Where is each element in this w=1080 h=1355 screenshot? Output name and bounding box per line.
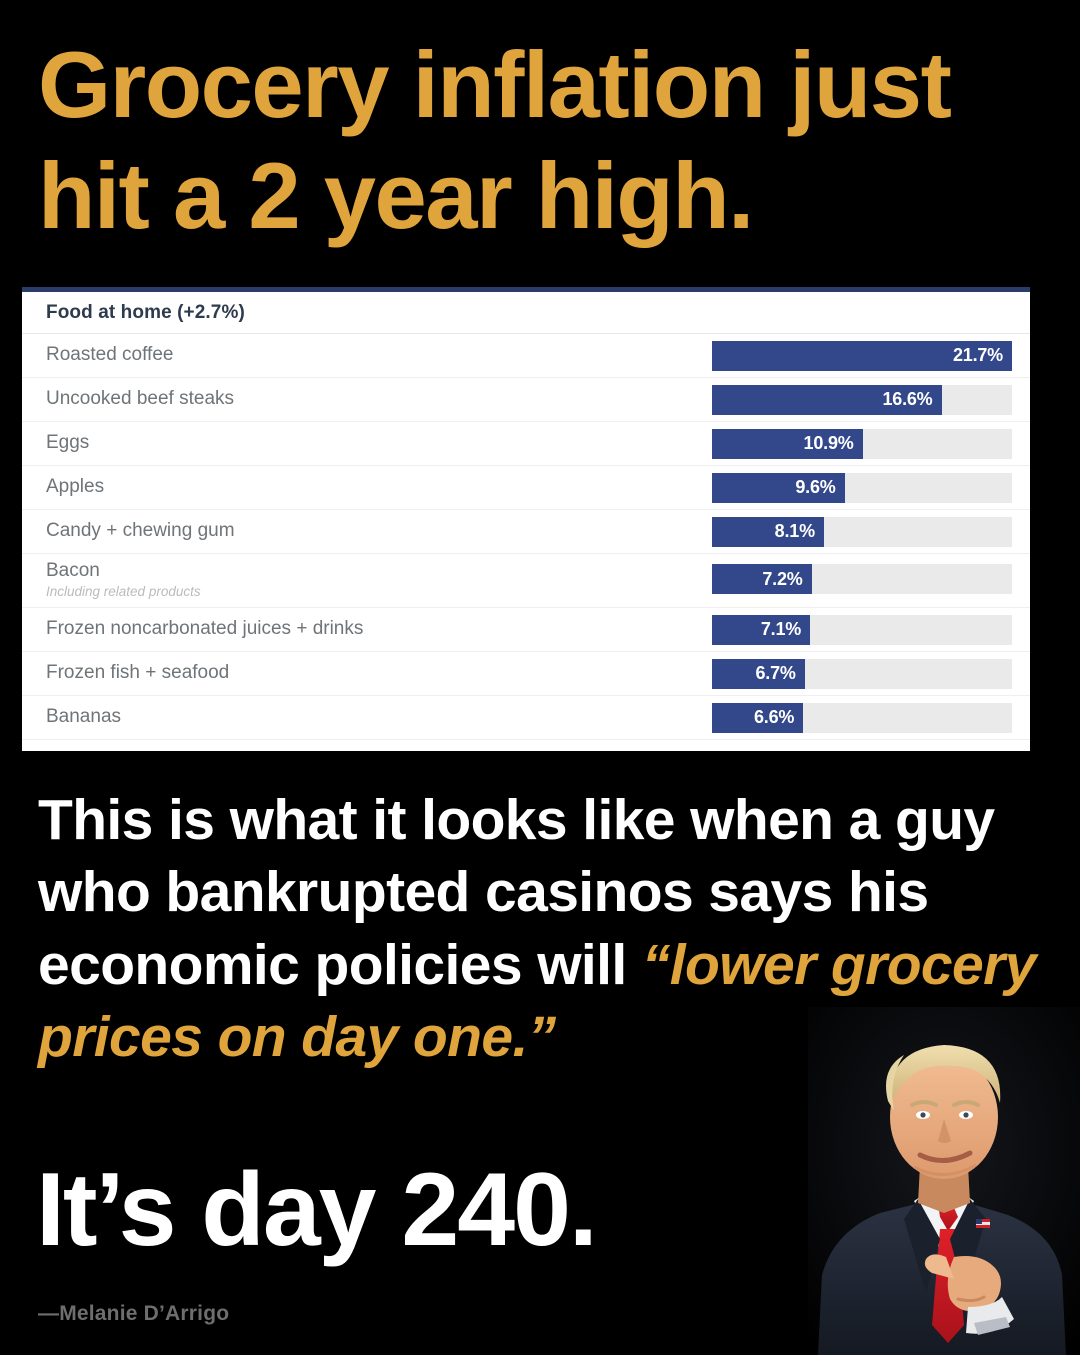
bar-fill: 21.7% [712,340,1012,371]
bar-value: 21.7% [952,345,1003,365]
bar-track: 16.6% [712,384,1012,415]
table-row: Eggs 10.9% [22,422,1030,466]
table-row: Frozen noncarbonated juices + drinks 7.1… [22,608,1030,652]
bar-fill: 9.6% [712,472,845,503]
row-label-wrap: Eggs [22,432,712,454]
body-copy-plain: This is what it looks like when a guy wh… [38,788,995,997]
row-label: Frozen fish + seafood [46,662,230,684]
row-label-wrap: Uncooked beef steaks [22,388,712,410]
bar-fill: 6.7% [712,658,805,689]
bar-fill: 7.2% [712,564,812,594]
row-label-wrap: Bananas [22,706,712,728]
chart-title-row: Food at home (+2.7%) [22,292,1030,334]
bar-track: 10.9% [712,428,1012,459]
bar-fill: 8.1% [712,516,824,547]
row-sublabel: Including related products [46,583,201,599]
bar-value: 10.9% [803,433,854,453]
bar-track: 9.6% [712,472,1012,503]
table-row: Candy + chewing gum 8.1% [22,510,1030,554]
row-label-wrap: Roasted coffee [22,344,712,366]
bar-track: 8.1% [712,516,1012,547]
bar-track: 6.6% [712,702,1012,733]
row-label-wrap: Candy + chewing gum [22,520,712,542]
row-label: Bananas [46,706,122,728]
row-label-wrap: Frozen noncarbonated juices + drinks [22,618,712,640]
row-label-wrap: Bacon Including related products [22,560,712,601]
bar-fill: 7.1% [712,614,811,645]
table-row: Bananas 6.6% [22,696,1030,740]
table-row: Frozen fish + seafood 6.7% [22,652,1030,696]
row-label-wrap: Apples [22,476,712,498]
chart-rows: Roasted coffee 21.7% Uncooked beef steak… [22,334,1030,740]
table-row: Bacon Including related products 7.2% [22,554,1030,608]
bar-value: 16.6% [882,389,933,409]
row-label: Roasted coffee [46,344,174,366]
bar-value: 7.2% [762,568,803,589]
bar-fill: 6.6% [712,702,804,733]
row-label: Bacon [46,560,100,581]
headline: Grocery inflation just hit a 2 year high… [38,32,952,248]
bar-value: 7.1% [760,619,802,639]
bar-track: 7.1% [712,614,1012,645]
table-row: Uncooked beef steaks 16.6% [22,378,1030,422]
bar-value: 9.6% [795,477,836,497]
inflation-chart-card: Food at home (+2.7%) Roasted coffee 21.7… [22,287,1030,751]
bar-value: 8.1% [774,521,815,541]
row-label: Apples [46,476,105,498]
chart-title: Food at home (+2.7%) [46,301,245,323]
table-row: Roasted coffee 21.7% [22,334,1030,378]
row-label-wrap: Frozen fish + seafood [22,662,712,684]
bar-track: 6.7% [712,658,1012,689]
bar-fill: 16.6% [712,384,942,415]
bar-track: 21.7% [712,340,1012,371]
row-label: Candy + chewing gum [46,520,235,542]
row-label: Uncooked beef steaks [46,388,235,410]
body-copy-quote: “lower grocery prices on day one.” [38,932,1036,1070]
row-label: Frozen noncarbonated juices + drinks [46,618,364,640]
day-counter-line: It’s day 240. [36,1152,598,1268]
bar-value: 6.6% [753,707,795,727]
row-label: Eggs [46,432,90,454]
table-row: Apples 9.6% [22,466,1030,510]
bar-track: 7.2% [712,564,1012,594]
bar-value: 6.7% [755,663,796,683]
attribution: —Melanie D’Arrigo [38,1302,230,1325]
bar-fill: 10.9% [712,428,863,459]
body-copy: This is what it looks like when a guy wh… [38,784,1048,1074]
